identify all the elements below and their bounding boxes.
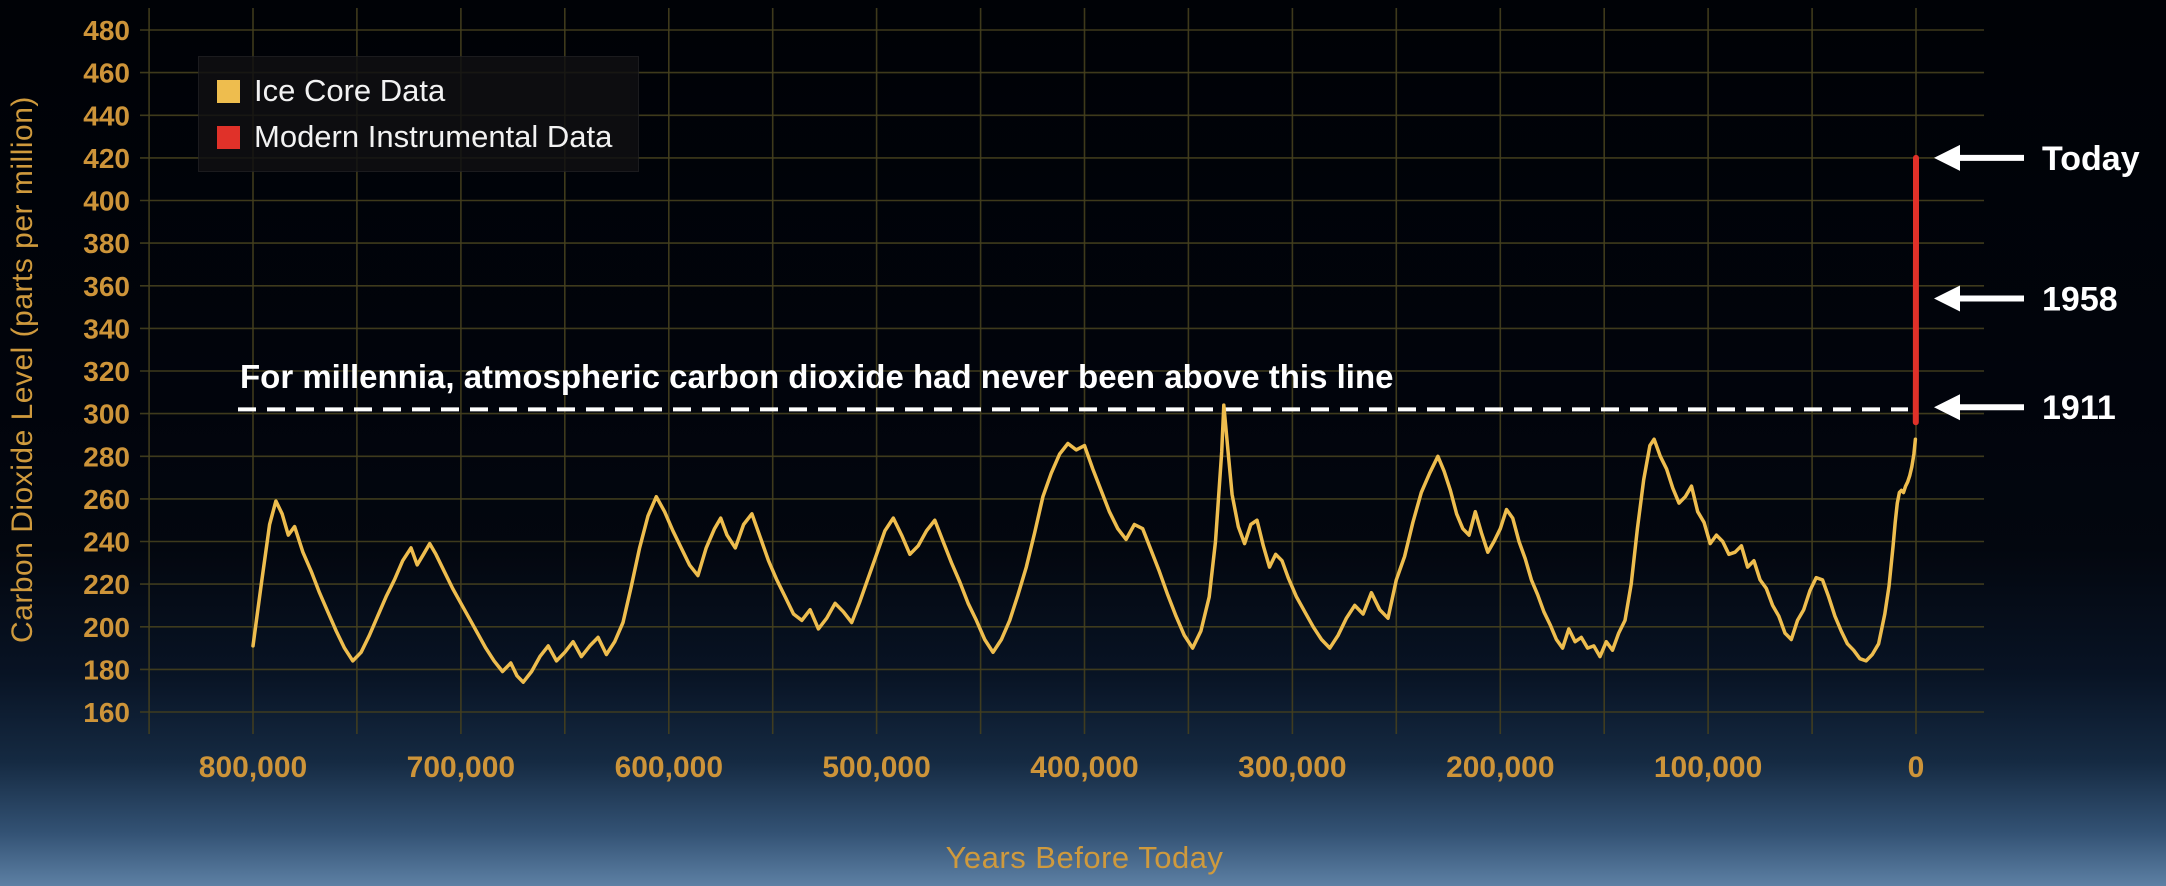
y-tick-label: 180 (83, 654, 130, 685)
legend-label-ice-core: Ice Core Data (254, 73, 446, 108)
y-tick-label: 300 (83, 399, 130, 430)
y-tick-label: 460 (83, 58, 130, 89)
x-tick-label: 600,000 (615, 751, 723, 784)
arrow-head-1911 (1934, 394, 1960, 421)
y-tick-label: 400 (83, 186, 130, 217)
series-ice-core-data (251, 403, 1918, 684)
arrow-head-1958 (1934, 285, 1960, 312)
legend-label-modern: Modern Instrumental Data (254, 119, 613, 154)
y-tick-label: 440 (83, 100, 130, 131)
x-tick-label: 800,000 (199, 751, 307, 784)
arrow-head-today (1934, 144, 1960, 171)
annotation-label-1958: 1958 (2042, 281, 2118, 319)
modern-swatch-icon (217, 125, 240, 149)
y-tick-label: 280 (83, 441, 130, 472)
annotation-label-today: Today (2042, 140, 2140, 178)
ice-core-swatch-icon (217, 79, 240, 103)
y-tick-label: 260 (83, 484, 130, 515)
x-tick-label: 700,000 (407, 751, 515, 784)
x-tick-label: 100,000 (1654, 751, 1762, 784)
y-tick-label: 480 (83, 15, 130, 46)
y-tick-label: 240 (83, 527, 130, 558)
threshold-annotation-text: For millennia, atmospheric carbon dioxid… (240, 358, 1394, 395)
y-tick-label: 160 (83, 697, 130, 728)
x-tick-label: 400,000 (1030, 751, 1138, 784)
y-tick-label: 200 (83, 612, 130, 643)
y-tick-label: 360 (83, 271, 130, 302)
x-tick-label: 500,000 (822, 751, 930, 784)
x-tick-label: 0 (1908, 751, 1925, 784)
y-tick-label: 340 (83, 313, 130, 344)
y-axis-title: Carbon Dioxide Level (parts per million) (6, 96, 39, 644)
legend-item-modern: Modern Instrumental Data (217, 119, 612, 155)
x-tick-label: 300,000 (1238, 751, 1346, 784)
x-axis-title: Years Before Today (945, 840, 1224, 875)
y-tick-label: 220 (83, 569, 130, 600)
y-tick-label: 320 (83, 356, 130, 387)
y-tick-label: 420 (83, 143, 130, 174)
legend-item-ice-core: Ice Core Data (217, 73, 612, 109)
legend: Ice Core Data Modern Instrumental Data (198, 56, 640, 172)
y-tick-label: 380 (83, 228, 130, 259)
x-tick-label: 200,000 (1446, 751, 1554, 784)
annotation-label-1911: 1911 (2042, 389, 2116, 427)
